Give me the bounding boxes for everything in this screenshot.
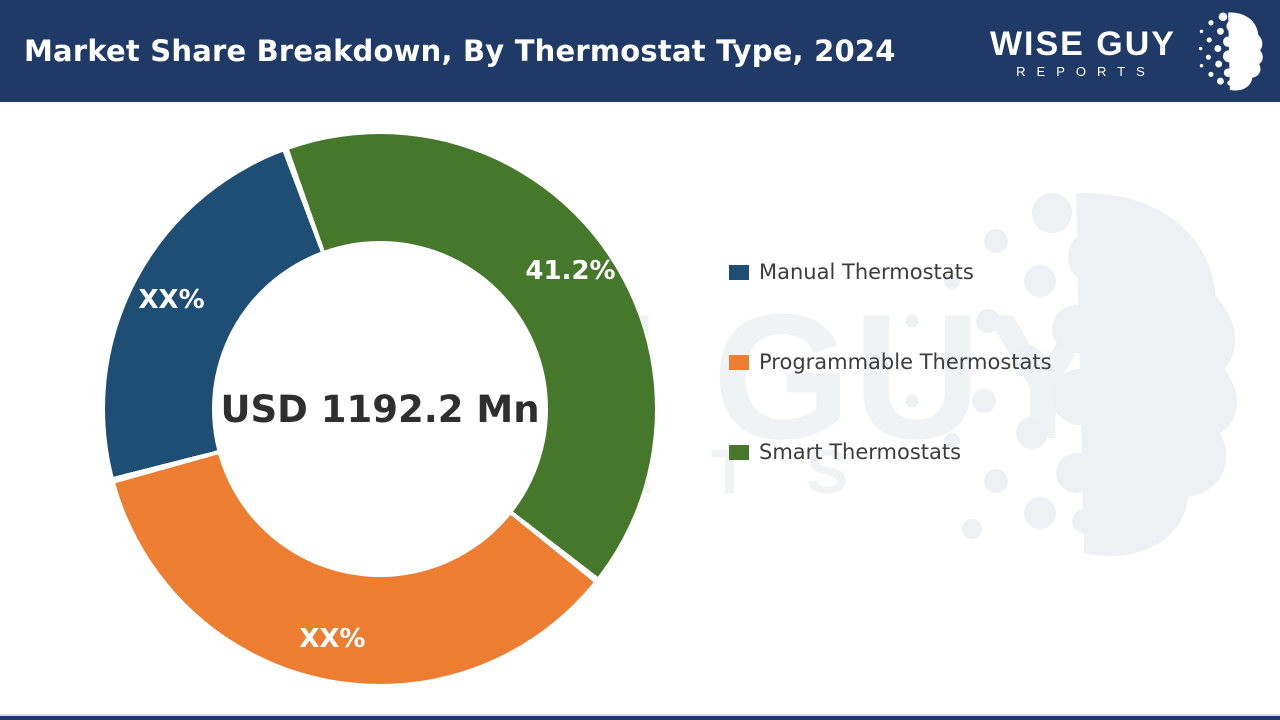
slice-label: 41.2% xyxy=(525,256,616,287)
legend-label: Manual Thermostats xyxy=(759,260,974,284)
logo-subtitle: REPORTS xyxy=(1016,63,1156,79)
logo-text: WISE GUY REPORTS xyxy=(990,27,1176,78)
slice-label: XX% xyxy=(299,624,366,655)
legend-label: Smart Thermostats xyxy=(759,440,962,464)
legend-label: Programmable Thermostats xyxy=(759,350,1052,374)
legend: Manual Thermostats Programmable Thermost… xyxy=(729,254,1052,524)
logo-face-icon xyxy=(1198,12,1263,91)
legend-item-programmable: Programmable Thermostats xyxy=(729,344,1052,380)
legend-swatch-manual xyxy=(729,264,749,280)
logo: WISE GUY REPORTS xyxy=(990,6,1266,98)
footer-bar xyxy=(0,714,1280,720)
legend-swatch-programmable xyxy=(729,354,749,370)
chart-canvas: WISE GUY REPORTS USD 1192.2 Mn 41.2%XX%X… xyxy=(0,102,1280,714)
center-value-label: USD 1192.2 Mn xyxy=(220,387,540,431)
watermark-face-icon xyxy=(905,193,1238,557)
page-title: Market Share Breakdown, By Thermostat Ty… xyxy=(24,34,896,68)
legend-swatch-smart xyxy=(729,444,749,460)
header-bar: Market Share Breakdown, By Thermostat Ty… xyxy=(0,0,1280,102)
slice-label: XX% xyxy=(138,285,205,316)
donut-hole: USD 1192.2 Mn xyxy=(212,241,548,577)
legend-item-smart: Smart Thermostats xyxy=(729,434,1052,470)
legend-item-manual: Manual Thermostats xyxy=(729,254,1052,290)
logo-wordmark: WISE GUY xyxy=(989,24,1176,63)
